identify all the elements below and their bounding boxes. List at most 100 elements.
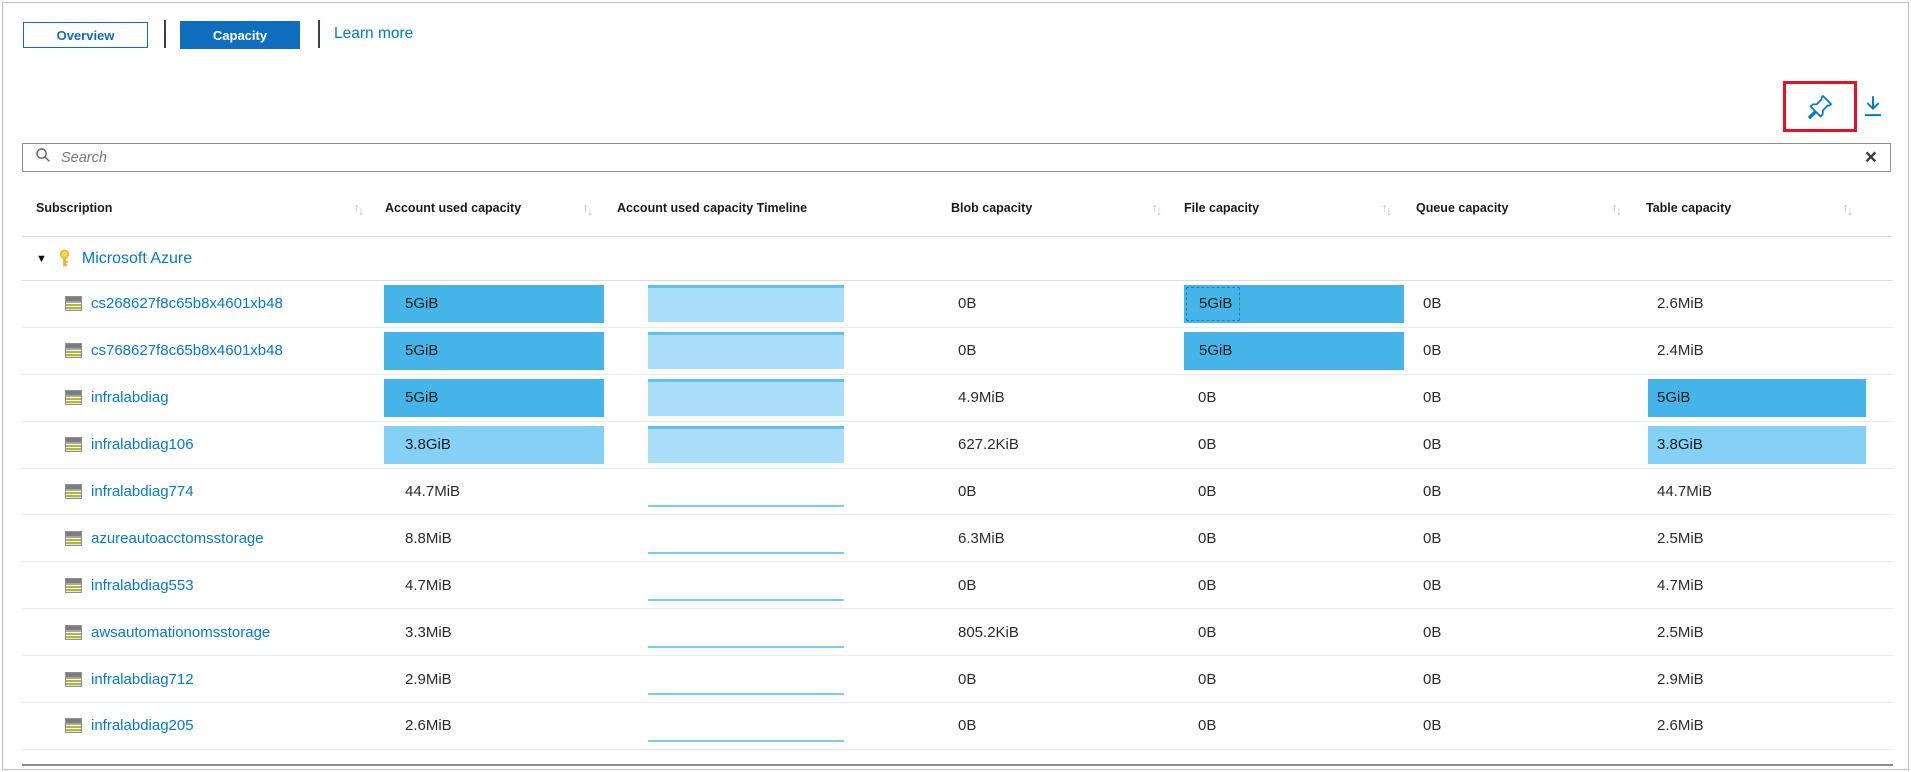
column-header-blob-capacity[interactable]: Blob capacity ↑↓ (941, 201, 1184, 218)
subscription-cell: infralabdiag553 (22, 562, 372, 608)
storage-account-icon (65, 577, 82, 593)
file-capacity-bar: 5GiB (1184, 331, 1404, 370)
storage-account-link[interactable]: infralabdiag712 (91, 670, 194, 688)
account-used-capacity-cell: 44.7MiB (372, 469, 617, 515)
search-input[interactable] (51, 145, 1865, 170)
column-header-file-capacity[interactable]: File capacity ↑↓ (1184, 201, 1416, 218)
subscription-cell: infralabdiag205 (22, 703, 372, 749)
account-used-capacity-cell: 5GiB (372, 281, 617, 327)
account-capacity-value: 3.3MiB (405, 623, 452, 641)
storage-account-link[interactable]: infralabdiag (91, 389, 169, 407)
table-capacity-value: 2.5MiB (1657, 623, 1704, 641)
queue-capacity-cell: 0B (1416, 515, 1646, 561)
download-icon[interactable] (1860, 93, 1886, 125)
account-used-capacity-cell: 5GiB (372, 375, 617, 421)
blob-capacity-cell: 627.2KiB (941, 422, 1184, 468)
subscription-group-link[interactable]: Microsoft Azure (81, 249, 193, 267)
column-header-label: Blob capacity (951, 201, 1033, 215)
file-capacity-cell: 0B (1184, 469, 1416, 515)
timeline-sparkline (648, 646, 844, 649)
queue-capacity-value: 0B (1423, 623, 1442, 641)
storage-account-icon (65, 718, 82, 734)
file-capacity-cell: 0B (1184, 375, 1416, 421)
account-capacity-value: 2.9MiB (405, 670, 452, 688)
collapse-caret-icon[interactable]: ▼ (36, 252, 47, 265)
subscription-cell: cs768627f8c65b8x4601xb48 (22, 328, 372, 374)
account-capacity-value: 3.8GiB (405, 436, 451, 454)
account-capacity-bar: 5GiB (384, 331, 604, 370)
timeline-cell (617, 562, 941, 608)
timeline-sparkline (648, 505, 844, 508)
storage-account-link[interactable]: infralabdiag205 (91, 717, 194, 735)
sort-icon: ↑↓ (353, 201, 365, 218)
tab-capacity[interactable]: Capacity (180, 21, 300, 49)
tab-overview[interactable]: Overview (23, 22, 148, 48)
subscription-cell: infralabdiag (22, 375, 372, 421)
table-row: cs768627f8c65b8x4601xb48 5GiB 0B 5GiB 0B 2.4M… (22, 327, 1893, 375)
timeline-cell (617, 375, 941, 421)
storage-account-link[interactable]: azureautoacctomsstorage (91, 529, 264, 547)
table-capacity-cell: 5GiB (1646, 375, 1893, 421)
column-header-table-capacity[interactable]: Table capacity ↑↓ (1646, 201, 1893, 218)
table-bottom-border (22, 764, 1893, 766)
storage-account-link[interactable]: infralabdiag553 (91, 576, 194, 594)
account-used-capacity-cell: 3.8GiB (372, 422, 617, 468)
timeline-cell (617, 703, 941, 749)
storage-account-icon (65, 343, 82, 359)
account-used-capacity-cell: 5GiB (372, 328, 617, 374)
file-capacity-value: 0B (1198, 623, 1217, 641)
timeline-sparkline (648, 285, 844, 323)
blob-capacity-value: 805.2KiB (958, 623, 1019, 641)
blob-capacity-value: 0B (958, 295, 977, 313)
learn-more-link[interactable]: Learn more (334, 25, 414, 42)
file-capacity-value: 0B (1198, 529, 1217, 547)
pushpin-icon[interactable] (1806, 93, 1834, 126)
table-capacity-value: 2.9MiB (1657, 670, 1704, 688)
queue-capacity-cell: 0B (1416, 281, 1646, 327)
queue-capacity-value: 0B (1423, 436, 1442, 454)
column-header-account-used-capacity[interactable]: Account used capacity ↑↓ (372, 201, 617, 218)
table-row: infralabdiag553 4.7MiB 0B 0B 0B 4.7MiB (22, 562, 1893, 610)
table-capacity-cell: 4.7MiB (1646, 562, 1893, 608)
storage-account-link[interactable]: cs268627f8c65b8x4601xb48 (91, 295, 283, 313)
clear-search-icon[interactable]: × (1864, 146, 1877, 169)
file-capacity-value: 0B (1198, 483, 1217, 500)
file-capacity-value: 0B (1198, 717, 1217, 735)
timeline-sparkline (648, 739, 844, 742)
file-capacity-bar: 5GiB (1184, 284, 1404, 323)
storage-account-link[interactable]: awsautomationomsstorage (91, 623, 271, 641)
column-header-label: Queue capacity (1416, 201, 1509, 215)
account-capacity-value: 4.7MiB (405, 576, 452, 594)
timeline-sparkline (648, 379, 844, 417)
pin-highlight-box (1783, 81, 1857, 132)
storage-account-icon (65, 530, 82, 546)
account-capacity-bar: 5GiB (384, 284, 604, 323)
file-capacity-value: 0B (1198, 670, 1217, 688)
storage-account-link[interactable]: cs768627f8c65b8x4601xb48 (91, 342, 283, 360)
table-capacity-bar: 5GiB (1648, 378, 1866, 417)
queue-capacity-value: 0B (1423, 717, 1442, 735)
timeline-cell (617, 469, 941, 515)
blob-capacity-cell: 0B (941, 281, 1184, 327)
account-used-capacity-cell: 2.6MiB (372, 703, 617, 749)
subscription-key-icon (56, 249, 73, 268)
queue-capacity-cell: 0B (1416, 375, 1646, 421)
subscription-cell: awsautomationomsstorage (22, 609, 372, 655)
column-header-subscription[interactable]: Subscription ↑↓ (22, 201, 372, 218)
table-capacity-cell: 2.5MiB (1646, 515, 1893, 561)
queue-capacity-value: 0B (1423, 295, 1442, 313)
blob-capacity-value: 627.2KiB (958, 436, 1019, 454)
queue-capacity-cell: 0B (1416, 656, 1646, 702)
sort-icon: ↑↓ (1151, 201, 1163, 218)
column-header-account-used-capacity-timeline[interactable]: Account used capacity Timeline (617, 201, 941, 215)
queue-capacity-cell: 0B (1416, 469, 1646, 515)
sort-icon: ↑↓ (1611, 201, 1623, 218)
table-capacity-cell: 2.6MiB (1646, 703, 1893, 749)
column-header-queue-capacity[interactable]: Queue capacity ↑↓ (1416, 201, 1646, 218)
storage-account-link[interactable]: infralabdiag106 (91, 436, 194, 454)
table-capacity-value: 2.6MiB (1657, 717, 1704, 735)
storage-account-link[interactable]: infralabdiag774 (91, 483, 194, 500)
file-capacity-cell: 0B (1184, 656, 1416, 702)
timeline-sparkline (648, 693, 844, 696)
queue-capacity-value: 0B (1423, 670, 1442, 688)
